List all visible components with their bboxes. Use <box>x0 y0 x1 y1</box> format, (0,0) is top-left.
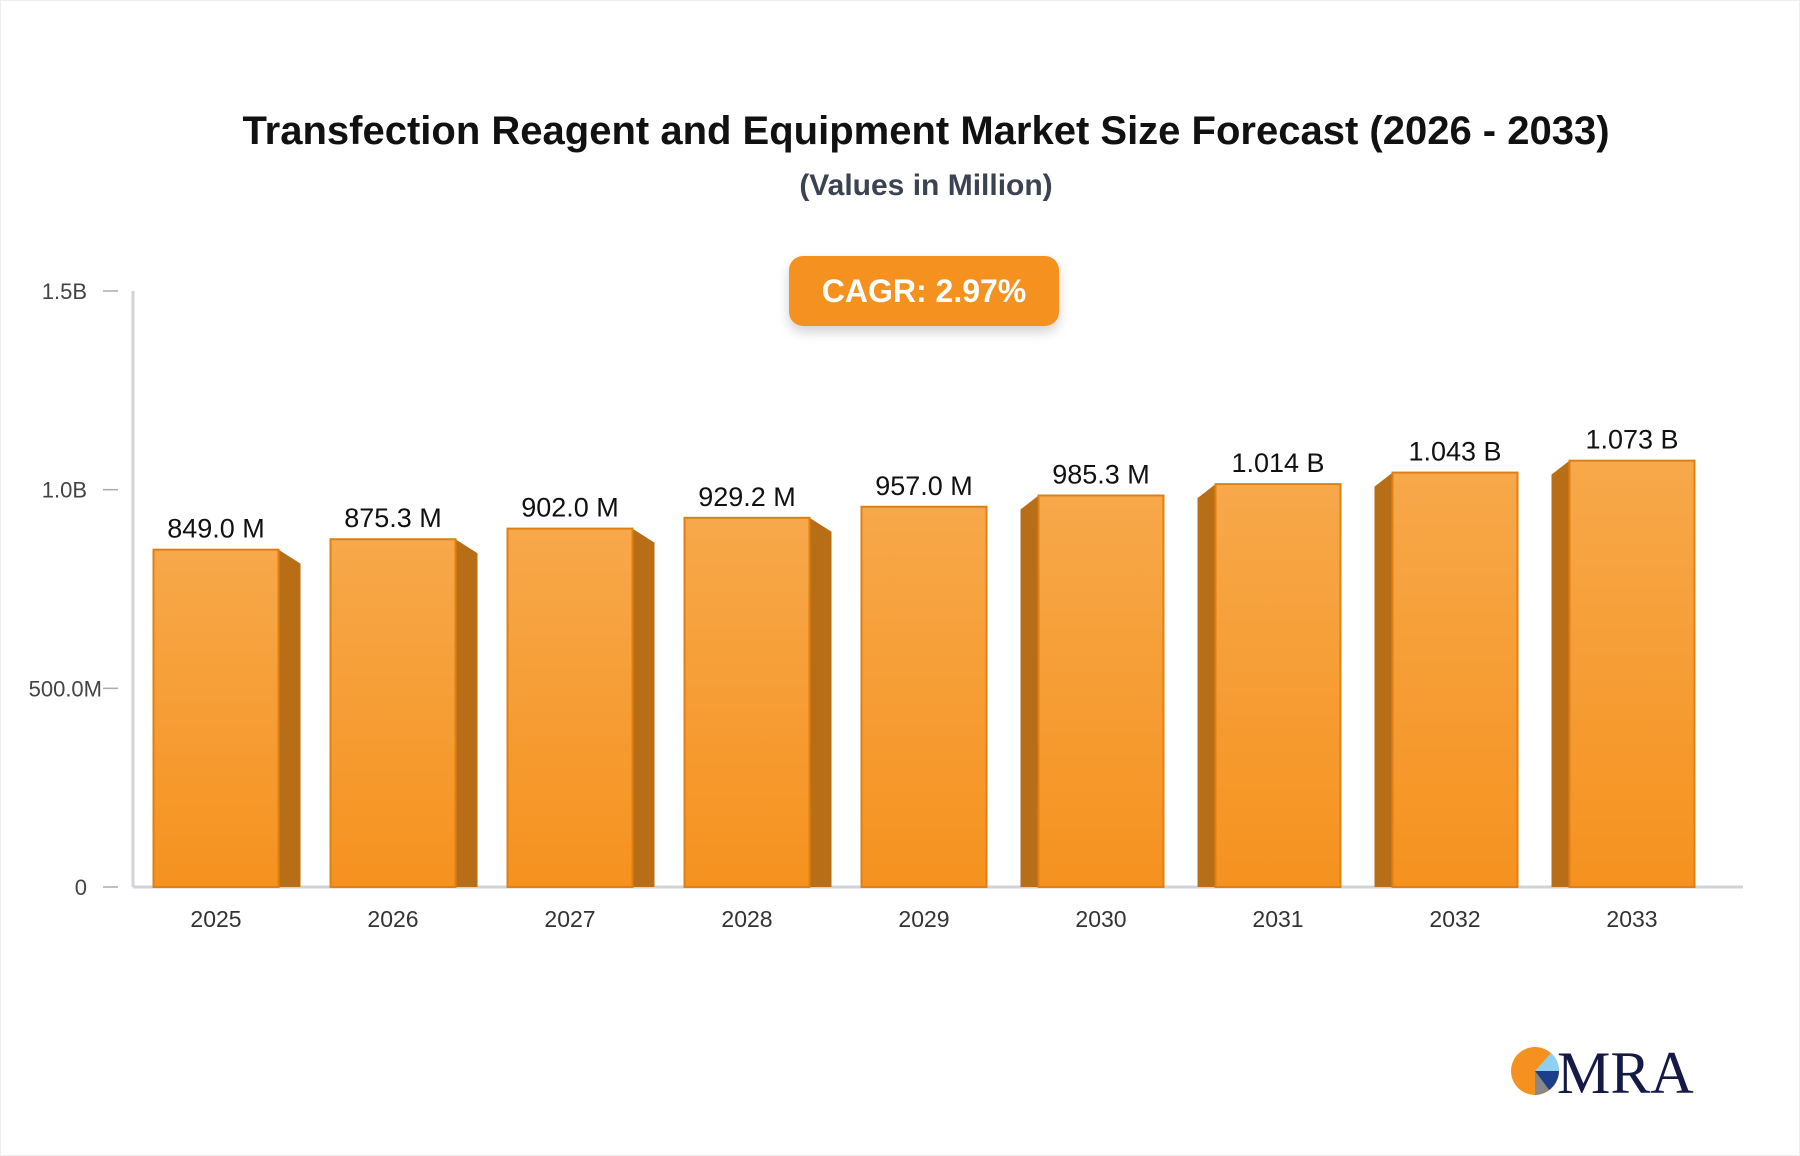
bar <box>683 516 811 888</box>
bar <box>152 548 280 888</box>
x-tick-label: 2025 <box>190 906 241 932</box>
bar-group: 929.2 M 2028 <box>683 482 832 932</box>
y-tick-label: 1.0B <box>42 478 87 503</box>
bar-side <box>455 539 478 887</box>
bar <box>329 538 457 888</box>
bar-side <box>632 528 655 887</box>
data-label: 1.073 B <box>1585 425 1678 455</box>
data-label: 849.0 M <box>167 514 265 544</box>
bar <box>1214 483 1342 888</box>
bar <box>860 505 988 888</box>
bar-group: 1.043 B 2032 <box>1374 437 1519 932</box>
data-label: 985.3 M <box>1052 460 1150 490</box>
bar-group: 849.0 M 2025 <box>152 514 301 932</box>
x-tick-label: 2027 <box>544 906 595 932</box>
x-tick-label: 2031 <box>1252 906 1303 932</box>
bar-side <box>278 549 301 887</box>
x-tick-label: 2028 <box>721 906 772 932</box>
bar <box>1391 471 1519 888</box>
mra-logo: MRA <box>1511 1041 1694 1101</box>
y-tick-label: 500.0M <box>29 676 102 701</box>
bar <box>1568 459 1696 888</box>
bar-group: 1.014 B 2031 <box>1197 448 1342 932</box>
data-label: 902.0 M <box>521 493 619 523</box>
bar-side <box>1197 484 1216 887</box>
x-tick-label: 2030 <box>1075 906 1126 932</box>
data-label: 1.014 B <box>1231 448 1324 478</box>
data-label: 875.3 M <box>344 503 442 533</box>
y-tick-label: 0 <box>75 875 87 900</box>
cagr-badge: CAGR: 2.97% <box>789 256 1059 326</box>
chart-title: Transfection Reagent and Equipment Marke… <box>242 109 1610 153</box>
x-tick-label: 2033 <box>1606 906 1657 932</box>
bar <box>506 527 634 888</box>
data-label: 957.0 M <box>875 471 973 501</box>
bar-group: 957.0 M 2029 <box>860 471 988 932</box>
bar <box>1037 494 1165 888</box>
chart-subtitle: (Values in Million) <box>799 169 1053 202</box>
bar-group: 902.0 M 2027 <box>506 493 655 932</box>
bar-group: 985.3 M 2030 <box>1020 460 1165 932</box>
bar-side <box>1374 472 1393 887</box>
bar-side <box>1551 460 1570 887</box>
x-tick-label: 2032 <box>1429 906 1480 932</box>
x-tick-label: 2029 <box>898 906 949 932</box>
bar-group: 875.3 M 2026 <box>329 503 478 932</box>
bar-side <box>1020 495 1039 887</box>
svg-text:MRA: MRA <box>1557 1041 1694 1101</box>
bar-group: 1.073 B 2033 <box>1551 425 1696 932</box>
data-label: 1.043 B <box>1408 437 1501 467</box>
y-tick-label: 1.5B <box>42 279 87 304</box>
x-tick-label: 2026 <box>367 906 418 932</box>
bar-side <box>809 517 832 887</box>
data-label: 929.2 M <box>698 482 796 512</box>
